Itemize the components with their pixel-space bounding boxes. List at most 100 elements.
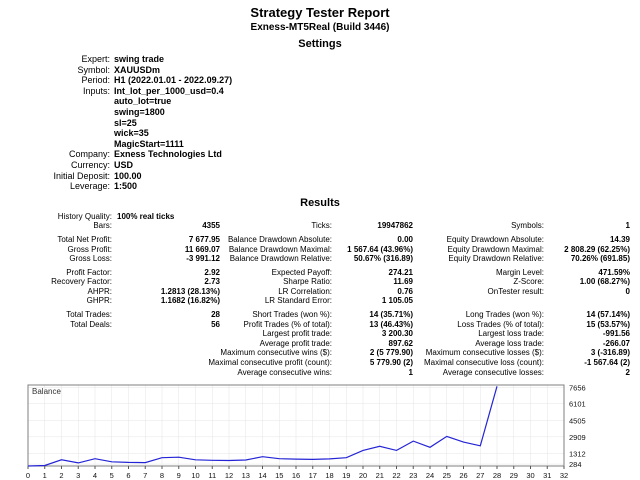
settings-row: wick=35 bbox=[0, 128, 640, 139]
result-value: 1 bbox=[408, 367, 413, 377]
result-value: 2.92 bbox=[204, 267, 220, 277]
settings-value: Exness Technologies Ltd bbox=[114, 149, 222, 160]
x-tick-label: 24 bbox=[426, 471, 434, 480]
results-row: Total Deals: 56 Profit Trades (% of total)… bbox=[4, 320, 636, 330]
settings-value: USD bbox=[114, 159, 134, 170]
settings-row: MagicStart=1111 bbox=[0, 139, 640, 150]
x-tick-label: 14 bbox=[258, 471, 266, 480]
result-value: 1.1682 (16.82%) bbox=[160, 296, 220, 306]
settings-row: Symbol: XAUUSDm bbox=[0, 65, 640, 76]
result-value: 1 bbox=[625, 221, 630, 231]
y-tick-label: 1312 bbox=[569, 450, 586, 459]
x-tick-label: 20 bbox=[359, 471, 367, 480]
result-value: 2.73 bbox=[204, 277, 220, 287]
result-label: Maximal consecutive loss (count): bbox=[423, 358, 544, 368]
settings-row: Company: Exness Technologies Ltd bbox=[0, 149, 640, 160]
result-label: LR Correlation: bbox=[278, 286, 332, 296]
x-tick-label: 18 bbox=[325, 471, 333, 480]
result-value: 2 (5 779.90) bbox=[369, 348, 413, 358]
result-label: Ticks: bbox=[311, 221, 332, 231]
result-value: 50.67% (316.89) bbox=[353, 254, 413, 264]
result-value: 56 bbox=[211, 319, 220, 329]
result-label: Average loss trade: bbox=[475, 338, 544, 348]
result-label: Largest loss trade: bbox=[478, 329, 544, 339]
x-tick-label: 2 bbox=[59, 471, 63, 480]
result-value: 14 (35.71%) bbox=[369, 310, 413, 320]
results-row: Bars: 4355 Ticks: 19947862 Symbols: 1 bbox=[4, 221, 636, 231]
result-label: Maximum consecutive losses ($): bbox=[425, 348, 544, 358]
result-value: 0.00 bbox=[397, 234, 413, 244]
result-value: 897.62 bbox=[388, 338, 413, 348]
result-label: Bars: bbox=[93, 221, 112, 231]
result-value: 11 669.07 bbox=[184, 244, 220, 254]
result-value: 5 779.90 (2) bbox=[369, 358, 413, 368]
x-tick-label: 28 bbox=[493, 471, 501, 480]
settings-label: Symbol: bbox=[77, 64, 110, 75]
result-label: GHPR: bbox=[86, 296, 112, 306]
result-label: Maximal consecutive profit (count): bbox=[208, 358, 332, 368]
x-tick-label: 17 bbox=[309, 471, 317, 480]
x-tick-label: 19 bbox=[342, 471, 350, 480]
result-label: OnTester result: bbox=[487, 286, 544, 296]
y-tick-label: 7656 bbox=[569, 384, 586, 393]
settings-value: swing=1800 bbox=[114, 106, 165, 117]
x-tick-label: 29 bbox=[510, 471, 518, 480]
result-label: Recovery Factor: bbox=[51, 277, 112, 287]
settings-value: 100.00 bbox=[114, 170, 142, 181]
result-label: Balance Drawdown Maximal: bbox=[228, 244, 332, 254]
settings-label bbox=[0, 118, 110, 129]
result-value: 1.00 (68.27%) bbox=[579, 277, 630, 287]
x-tick-label: 16 bbox=[292, 471, 300, 480]
settings-value: wick=35 bbox=[114, 128, 149, 139]
x-tick-label: 9 bbox=[177, 471, 181, 480]
results-row: AHPR: 1.2813 (28.13%) LR Correlation: 0.76 O… bbox=[4, 287, 636, 297]
result-label: Maximum consecutive wins ($): bbox=[220, 348, 332, 358]
balance-chart-svg: 0 1 2 3 4 5 6 7 8 9 10 11 12 13 14 15 16 17 18 19 20 21 22 23 24… bbox=[26, 384, 586, 480]
settings-row: Inputs: Int_lot_per_1000_usd=0.4 bbox=[0, 86, 640, 97]
x-tick-label: 25 bbox=[443, 471, 451, 480]
result-label: LR Standard Error: bbox=[264, 296, 332, 306]
result-label: Short Trades (won %): bbox=[252, 310, 332, 320]
results-row: Total Net Profit: 7 677.95 Balance Drawdow… bbox=[4, 235, 636, 245]
settings-label: Expert: bbox=[81, 54, 110, 64]
settings-value: swing trade bbox=[114, 54, 165, 64]
y-tick-label: 4505 bbox=[569, 416, 586, 425]
settings-row: auto_lot=true bbox=[0, 96, 640, 107]
result-label: Equity Drawdown Maximal: bbox=[447, 244, 544, 254]
results-row: GHPR: 1.1682 (16.82%) LR Standard Error: 1 … bbox=[4, 296, 636, 306]
result-label: Profit Trades (% of total): bbox=[243, 319, 332, 329]
x-tick-label: 0 bbox=[26, 471, 30, 480]
settings-value: sl=25 bbox=[114, 117, 137, 128]
result-value: 471.59% bbox=[598, 267, 630, 277]
settings-value: Int_lot_per_1000_usd=0.4 bbox=[114, 85, 224, 96]
result-value: -991.56 bbox=[602, 329, 630, 339]
report-title: Strategy Tester Report bbox=[250, 5, 390, 20]
results-row: History Quality: 100% real ticks bbox=[4, 212, 636, 222]
result-label: Margin Level: bbox=[495, 267, 544, 277]
result-value: 1.2813 (28.13%) bbox=[160, 286, 220, 296]
results-row: Maximum consecutive wins ($): 2 (5 779.90… bbox=[4, 348, 636, 358]
settings-row: Leverage: 1:500 bbox=[0, 181, 640, 192]
x-tick-label: 11 bbox=[208, 471, 216, 480]
settings-row: sl=25 bbox=[0, 118, 640, 129]
settings-value: MagicStart=1111 bbox=[114, 138, 184, 149]
results-row: Total Trades: 28 Short Trades (won %): 14 (… bbox=[4, 310, 636, 320]
result-value: -3 991.12 bbox=[186, 254, 220, 264]
settings-heading: Settings bbox=[298, 38, 342, 50]
result-label: Sharpe Ratio: bbox=[283, 277, 332, 287]
x-tick-label: 6 bbox=[126, 471, 130, 480]
settings-label: Currency: bbox=[70, 159, 110, 170]
result-label: Total Net Profit: bbox=[57, 234, 112, 244]
result-value: 13 (46.43%) bbox=[369, 319, 413, 329]
x-tick-label: 4 bbox=[93, 471, 97, 480]
result-value: -1 567.64 (2) bbox=[584, 358, 630, 368]
result-label: Gross Profit: bbox=[67, 244, 112, 254]
result-value: 70.26% (691.85) bbox=[570, 254, 630, 264]
y-tick-label: 284 bbox=[569, 460, 582, 469]
results-section: History Quality: 100% real ticks Bars: 4355… bbox=[4, 212, 636, 378]
results-row: Average profit trade: 897.62 Average loss … bbox=[4, 339, 636, 349]
settings-value: H1 (2022.01.01 - 2022.09.27) bbox=[114, 75, 233, 86]
results-row: Maximal consecutive profit (count): 5 779… bbox=[4, 358, 636, 368]
x-tick-label: 22 bbox=[392, 471, 400, 480]
y-tick-label: 2909 bbox=[569, 433, 586, 442]
